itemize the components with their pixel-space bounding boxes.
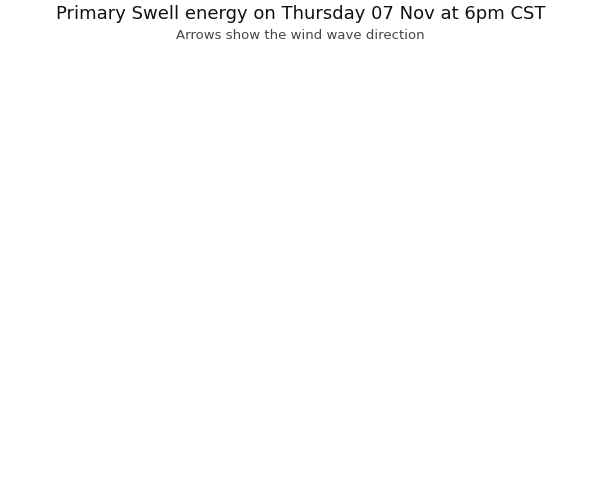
Text: Primary Swell energy on Thursday 07 Nov at 6pm CST: Primary Swell energy on Thursday 07 Nov … — [56, 5, 545, 23]
Text: Arrows show the wind wave direction: Arrows show the wind wave direction — [176, 29, 425, 42]
Text: Error: No module named 'cartopy': Error: No module named 'cartopy' — [218, 262, 383, 272]
